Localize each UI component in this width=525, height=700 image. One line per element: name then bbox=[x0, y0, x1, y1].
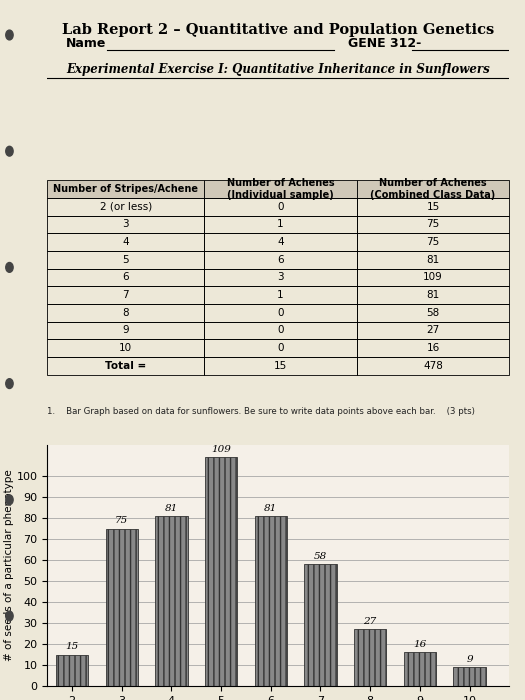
Bar bbox=[255, 516, 287, 686]
Bar bbox=[354, 629, 386, 686]
Bar bbox=[204, 321, 357, 340]
Text: 58: 58 bbox=[426, 308, 439, 318]
Text: 81: 81 bbox=[165, 504, 178, 512]
Text: 3: 3 bbox=[277, 272, 284, 282]
Bar bbox=[357, 180, 509, 198]
Bar bbox=[204, 340, 357, 357]
Text: Name: Name bbox=[66, 36, 106, 50]
Text: Number of Achenes
(Individual sample): Number of Achenes (Individual sample) bbox=[227, 178, 334, 200]
Bar bbox=[357, 304, 509, 321]
Y-axis label: # of seeds of a particular phenotype: # of seeds of a particular phenotype bbox=[4, 470, 14, 661]
Bar bbox=[47, 286, 204, 304]
Text: 81: 81 bbox=[264, 504, 277, 512]
Bar bbox=[357, 269, 509, 286]
Bar bbox=[47, 304, 204, 321]
Bar bbox=[357, 251, 509, 269]
Bar bbox=[357, 357, 509, 374]
Text: Number of Stripes/Achene: Number of Stripes/Achene bbox=[54, 184, 198, 194]
Bar bbox=[204, 251, 357, 269]
Text: 27: 27 bbox=[363, 617, 377, 626]
Text: 5: 5 bbox=[122, 255, 129, 265]
Text: 10: 10 bbox=[119, 343, 132, 353]
Bar bbox=[106, 528, 138, 686]
Text: 75: 75 bbox=[115, 517, 129, 525]
Bar bbox=[357, 286, 509, 304]
Text: Lab Report 2 – Quantitative and Population Genetics: Lab Report 2 – Quantitative and Populati… bbox=[62, 23, 495, 37]
Text: GENE 312-: GENE 312- bbox=[348, 36, 421, 50]
Bar bbox=[357, 321, 509, 340]
Bar bbox=[304, 564, 337, 686]
Bar bbox=[47, 216, 204, 233]
Text: 75: 75 bbox=[426, 219, 439, 230]
Text: 4: 4 bbox=[277, 237, 284, 247]
Bar bbox=[204, 304, 357, 321]
Bar bbox=[357, 198, 509, 216]
Bar bbox=[47, 198, 204, 216]
Text: 0: 0 bbox=[277, 202, 284, 211]
Bar bbox=[204, 216, 357, 233]
Text: 16: 16 bbox=[426, 343, 439, 353]
Text: 15: 15 bbox=[426, 202, 439, 211]
Text: 27: 27 bbox=[426, 326, 439, 335]
Bar bbox=[357, 340, 509, 357]
Bar bbox=[56, 654, 88, 686]
Text: Total =: Total = bbox=[105, 360, 146, 371]
Bar bbox=[47, 233, 204, 251]
Text: 1: 1 bbox=[277, 219, 284, 230]
Bar bbox=[155, 516, 187, 686]
Text: 4: 4 bbox=[122, 237, 129, 247]
Text: Number of Achenes
(Combined Class Data): Number of Achenes (Combined Class Data) bbox=[371, 178, 496, 200]
Text: 16: 16 bbox=[413, 640, 426, 650]
Bar bbox=[47, 340, 204, 357]
Bar bbox=[404, 652, 436, 686]
Bar bbox=[204, 198, 357, 216]
Text: 6: 6 bbox=[277, 255, 284, 265]
Bar bbox=[47, 251, 204, 269]
Text: 81: 81 bbox=[426, 290, 439, 300]
Text: 3: 3 bbox=[122, 219, 129, 230]
Bar bbox=[47, 357, 204, 374]
Bar bbox=[47, 180, 204, 198]
Text: 109: 109 bbox=[211, 445, 231, 454]
Text: 2 (or less): 2 (or less) bbox=[100, 202, 152, 211]
Text: 1.    Bar Graph based on data for sunflowers. Be sure to write data points above: 1. Bar Graph based on data for sunflower… bbox=[47, 407, 475, 416]
Bar bbox=[454, 667, 486, 686]
Text: 75: 75 bbox=[426, 237, 439, 247]
Text: 1: 1 bbox=[277, 290, 284, 300]
Text: 81: 81 bbox=[426, 255, 439, 265]
Text: 15: 15 bbox=[66, 643, 79, 651]
Text: 8: 8 bbox=[122, 308, 129, 318]
Bar bbox=[357, 233, 509, 251]
Bar bbox=[204, 180, 357, 198]
Text: 7: 7 bbox=[122, 290, 129, 300]
Bar bbox=[204, 269, 357, 286]
Bar bbox=[357, 216, 509, 233]
Bar bbox=[204, 233, 357, 251]
Text: 15: 15 bbox=[274, 360, 287, 371]
Text: 478: 478 bbox=[423, 360, 443, 371]
Text: 58: 58 bbox=[314, 552, 327, 561]
Text: 0: 0 bbox=[277, 343, 284, 353]
Text: 0: 0 bbox=[277, 308, 284, 318]
Text: 109: 109 bbox=[423, 272, 443, 282]
Bar bbox=[47, 269, 204, 286]
Text: 9: 9 bbox=[122, 326, 129, 335]
Bar bbox=[204, 357, 357, 374]
Text: 6: 6 bbox=[122, 272, 129, 282]
Bar bbox=[205, 457, 237, 686]
Text: 0: 0 bbox=[277, 326, 284, 335]
Bar bbox=[204, 286, 357, 304]
Text: Experimental Exercise I: Quantitative Inheritance in Sunflowers: Experimental Exercise I: Quantitative In… bbox=[66, 63, 490, 76]
Text: 9: 9 bbox=[466, 655, 473, 664]
Bar bbox=[47, 321, 204, 340]
